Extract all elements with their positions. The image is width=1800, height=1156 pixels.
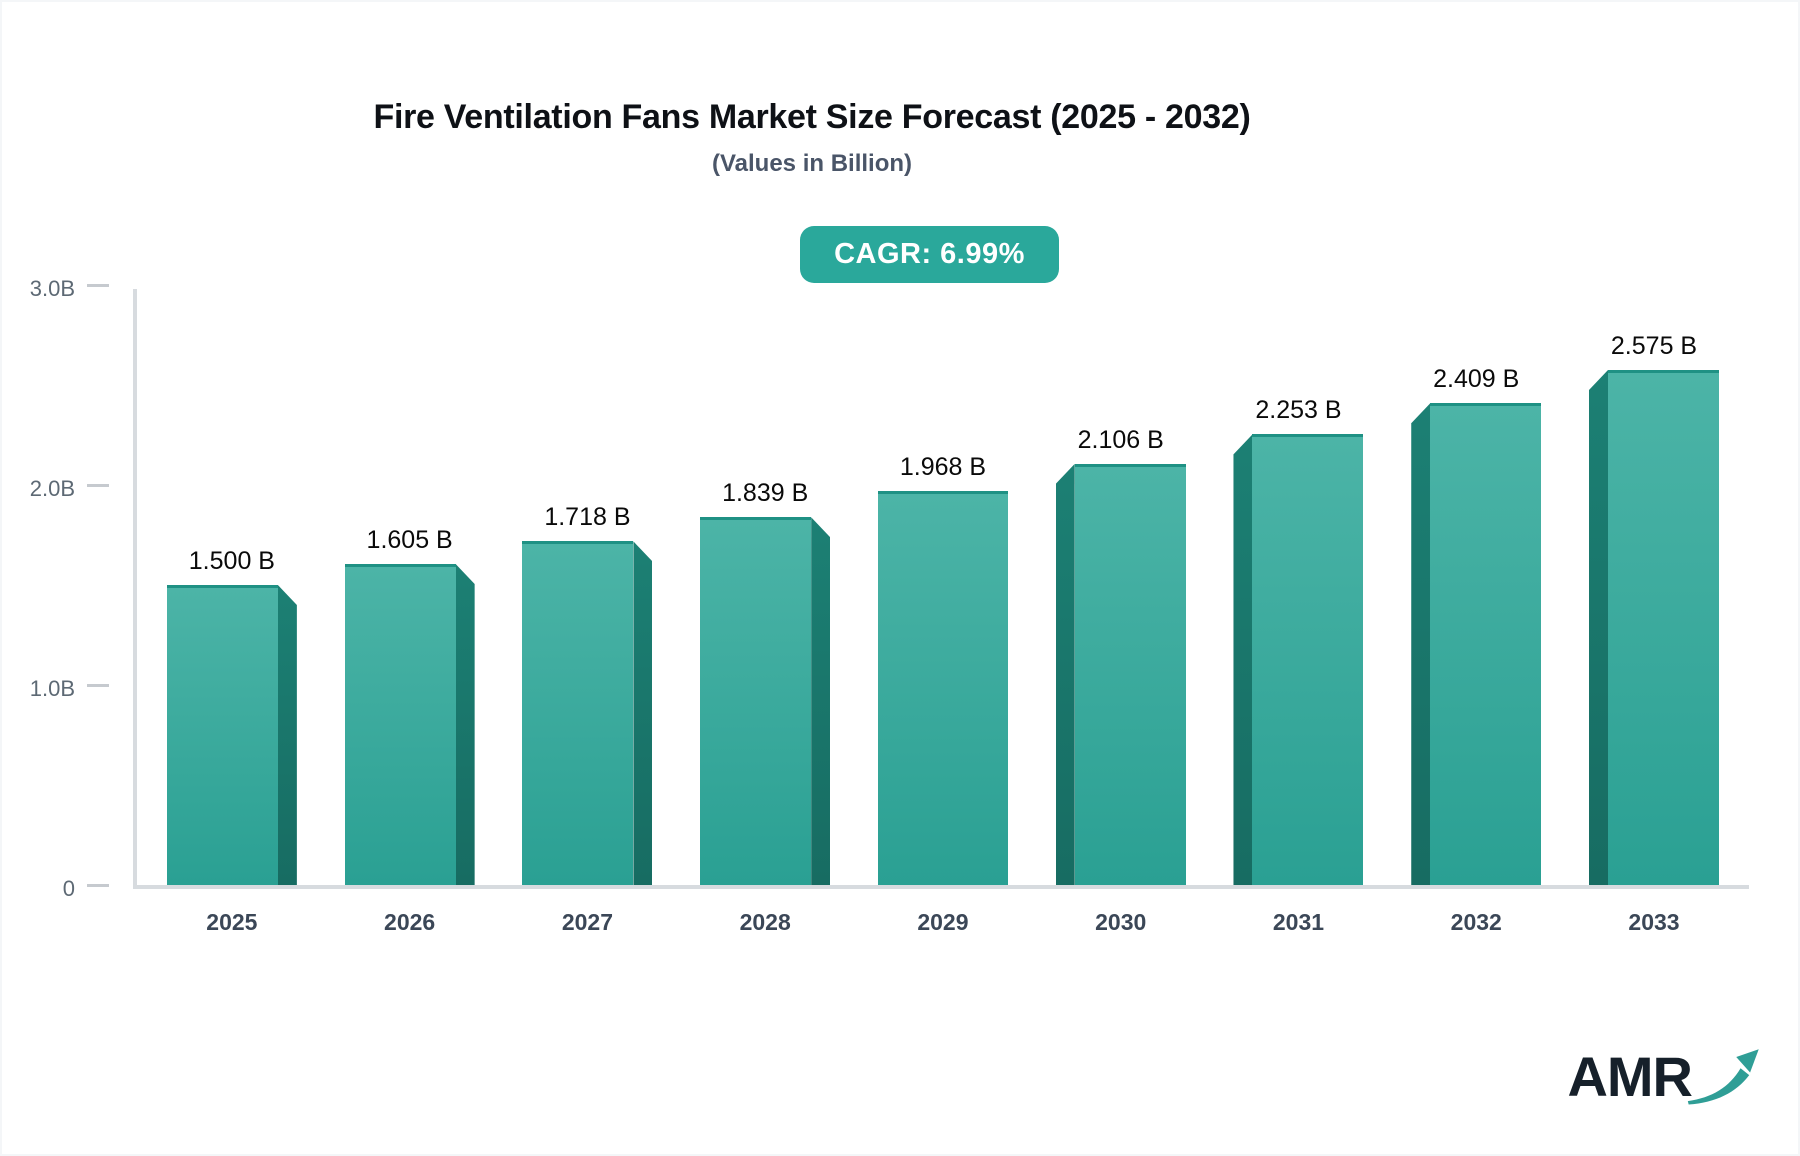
bar-series: 1.500 B 2025 1.605 B 2026 1.718 B 2027 1.839 B… (137, 289, 1749, 935)
y-axis-tick-mark (87, 283, 109, 287)
bar-3d-side (633, 541, 653, 885)
bar-3d-side (1589, 370, 1608, 885)
x-axis-tick-label: 2030 (1095, 909, 1147, 935)
bar-face (1252, 434, 1364, 885)
bar-3d-side (455, 564, 475, 885)
y-axis-tick-label: 2.0B (29, 476, 75, 501)
bar-2030: 2.106 B 2030 (1055, 426, 1186, 935)
bar-2032: 2.409 B 2032 (1411, 365, 1542, 935)
trending-up-arrow-icon (1687, 1049, 1759, 1105)
bar-3d-side (1055, 463, 1075, 885)
x-axis-tick-label: 2031 (1272, 909, 1325, 935)
bar-value-label: 2.409 B (1433, 365, 1520, 394)
bar-face (877, 491, 1008, 885)
x-axis-tick-label: 2029 (917, 909, 969, 935)
y-axis-tick-mark (87, 483, 109, 487)
bar-face (344, 564, 456, 885)
chart-subtitle: (Values in Billion) (711, 150, 913, 177)
bar-2025: 1.500 B 2025 (166, 547, 297, 935)
bar-value-label: 2.253 B (1255, 396, 1342, 425)
bar-3d-side (1411, 403, 1431, 885)
bar-3d-side (1233, 434, 1253, 885)
y-axis-tick-label: 0 (62, 876, 75, 901)
bar-3d-side (811, 517, 831, 885)
x-axis-tick-label: 2027 (561, 909, 613, 935)
chart-title: Fire Ventilation Fans Market Size Foreca… (373, 98, 1251, 136)
x-axis-tick-label: 2033 (1628, 909, 1680, 935)
bar-value-label: 1.500 B (188, 547, 275, 575)
bar-2026: 1.605 B 2026 (344, 526, 475, 935)
bar-2028: 1.839 B 2028 (700, 479, 831, 935)
amr-logo-text: AMR (1567, 1045, 1693, 1108)
bar-chart-plot-area: 1.500 B 2025 1.605 B 2026 1.718 B 2027 1.839 B… (30, 276, 1749, 935)
x-axis-tick-label: 2026 (384, 909, 436, 935)
bar-face (700, 517, 812, 885)
bar-value-label: 1.718 B (544, 503, 631, 532)
bar-face (1074, 463, 1186, 885)
bar-value-label: 2.575 B (1610, 332, 1698, 360)
y-axis-tick-mark (87, 683, 109, 687)
bar-2027: 1.718 B 2027 (522, 503, 653, 935)
y-axis-tick-mark (87, 883, 109, 887)
bar-value-label: 1.605 B (366, 526, 453, 554)
amr-logo: AMR (1567, 1044, 1764, 1110)
x-axis-tick-label: 2025 (206, 909, 258, 935)
x-axis-tick-label: 2028 (739, 909, 791, 935)
bar-value-label: 1.839 B (722, 479, 809, 508)
bar-value-label: 1.968 B (899, 453, 987, 482)
bar-face (1430, 403, 1542, 885)
cagr-badge: CAGR: 6.99% (800, 226, 1059, 283)
bar-2033: 2.575 B 2033 (1589, 332, 1719, 935)
bar-face (166, 585, 278, 885)
bar-2029: 1.968 B 2029 (877, 453, 1008, 935)
bar-2031: 2.253 B 2031 (1233, 396, 1364, 935)
bar-face (1608, 370, 1719, 885)
bar-value-label: 2.106 B (1077, 425, 1164, 454)
y-axis-tick-label: 1.0B (29, 676, 75, 701)
y-axis-tick-label: 3.0B (29, 276, 75, 301)
cagr-badge-row: CAGR: 6.99% (2, 226, 1798, 283)
x-axis-tick-label: 2032 (1450, 909, 1502, 935)
bar-3d-side (277, 585, 297, 885)
bar-face (522, 541, 634, 885)
